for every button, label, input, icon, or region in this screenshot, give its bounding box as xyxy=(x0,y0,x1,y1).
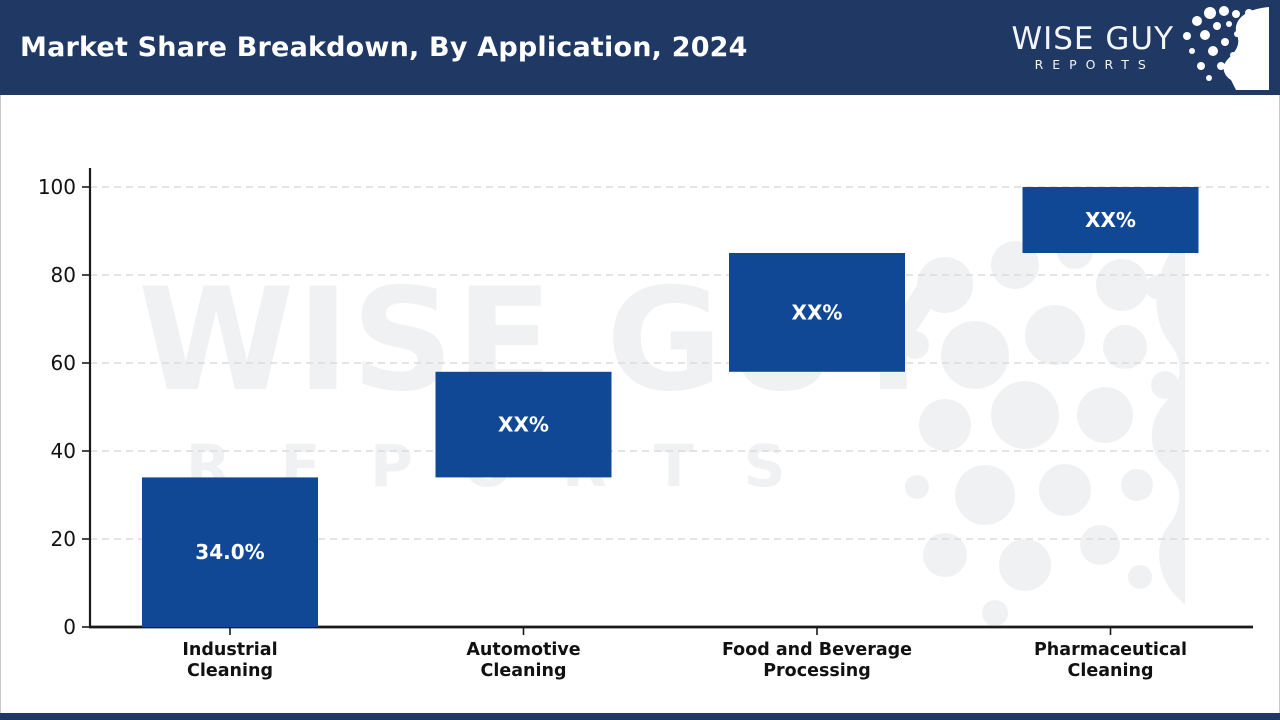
bar-value-label: XX% xyxy=(792,300,843,324)
y-tick-label: 0 xyxy=(63,615,76,639)
brand-logo-text: WISE GUY REPORTS xyxy=(1011,20,1174,72)
bar-value-label: XX% xyxy=(498,413,549,437)
page-title: Market Share Breakdown, By Application, … xyxy=(20,32,748,63)
logo-wordmark: WISE GUY xyxy=(1011,20,1174,57)
y-tick-label: 20 xyxy=(51,527,76,551)
brand-logo: WISE GUY REPORTS xyxy=(1011,5,1270,91)
bar-segment xyxy=(729,253,905,372)
x-axis-label: Pharmaceutical Cleaning xyxy=(1034,640,1187,681)
footer-bar xyxy=(0,713,1280,720)
y-tick-label: 60 xyxy=(51,351,76,375)
x-axis-label: Food and Beverage Processing xyxy=(722,640,912,681)
bar-value-label: XX% xyxy=(1085,208,1136,232)
bar-value-label: 34.0% xyxy=(195,540,264,564)
header-bar: Market Share Breakdown, By Application, … xyxy=(0,0,1280,95)
y-tick-label: 40 xyxy=(51,439,76,463)
x-axis-label: Industrial Cleaning xyxy=(182,640,277,681)
y-tick-label: 80 xyxy=(51,263,76,287)
watermark-head-icon xyxy=(901,233,1185,625)
x-axis-label: Automotive Cleaning xyxy=(466,640,580,681)
logo-subtext: REPORTS xyxy=(1034,56,1155,72)
bar-segment xyxy=(1022,187,1199,253)
bar-segment xyxy=(435,371,612,478)
dotted-head-logo-icon xyxy=(1183,5,1269,90)
bar-segment xyxy=(142,477,318,627)
y-tick-label: 100 xyxy=(38,175,76,199)
